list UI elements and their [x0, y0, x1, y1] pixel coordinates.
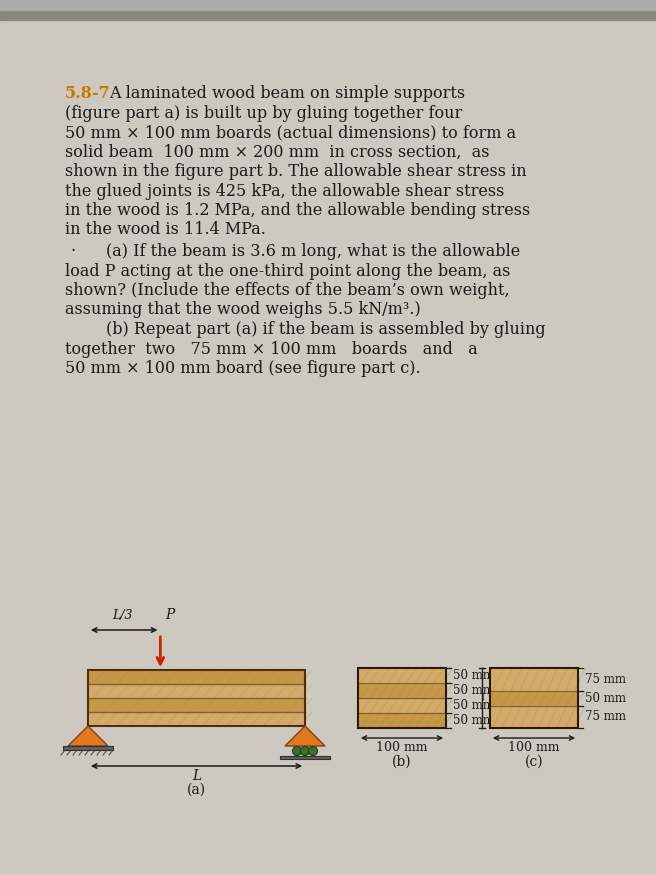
Text: in the wood is 1.2 MPa, and the allowable bending stress: in the wood is 1.2 MPa, and the allowabl…: [65, 202, 530, 219]
Circle shape: [308, 746, 318, 755]
Text: 75 mm: 75 mm: [585, 710, 626, 724]
Circle shape: [300, 746, 310, 755]
Text: together  two   75 mm × 100 mm   boards   and   a: together two 75 mm × 100 mm boards and a: [65, 340, 478, 358]
Text: load P acting at the one-third point along the beam, as: load P acting at the one-third point alo…: [65, 262, 510, 279]
Text: 50 mm: 50 mm: [453, 714, 494, 727]
Bar: [88, 712, 305, 726]
Bar: [88, 698, 305, 712]
Text: 5.8-7: 5.8-7: [65, 85, 111, 102]
Text: shown in the figure part b. The allowable shear stress in: shown in the figure part b. The allowabl…: [65, 163, 527, 180]
Text: 100 mm: 100 mm: [508, 741, 560, 754]
Text: 50 mm × 100 mm board (see figure part c).: 50 mm × 100 mm board (see figure part c)…: [65, 360, 420, 377]
Text: L: L: [192, 769, 201, 783]
Text: (a): (a): [187, 783, 206, 797]
Bar: [280, 755, 330, 759]
Text: in the wood is 11.4 MPa.: in the wood is 11.4 MPa.: [65, 221, 266, 239]
Bar: [88, 684, 305, 698]
Text: solid beam  100 mm × 200 mm  in cross section,  as: solid beam 100 mm × 200 mm in cross sect…: [65, 144, 489, 160]
Polygon shape: [285, 726, 325, 746]
Text: 50 mm: 50 mm: [585, 691, 626, 704]
Bar: [358, 698, 446, 713]
Bar: [0, 0, 656, 10]
Bar: [358, 668, 446, 728]
Bar: [490, 690, 578, 705]
Text: the glued joints is 425 kPa, the allowable shear stress: the glued joints is 425 kPa, the allowab…: [65, 183, 504, 200]
Text: ·: ·: [70, 243, 75, 260]
Text: (b) Repeat part (a) if the beam is assembled by gluing: (b) Repeat part (a) if the beam is assem…: [65, 321, 546, 338]
Bar: [490, 668, 578, 690]
Text: 50 mm: 50 mm: [453, 684, 494, 697]
Text: I: I: [480, 694, 484, 703]
Bar: [358, 668, 446, 683]
Text: (figure part a) is built up by gluing together four: (figure part a) is built up by gluing to…: [65, 104, 462, 122]
Text: (c): (c): [525, 755, 543, 769]
Polygon shape: [68, 726, 108, 746]
Text: L/3: L/3: [112, 609, 133, 622]
Bar: [88, 670, 305, 726]
Text: P: P: [165, 608, 174, 622]
Bar: [490, 705, 578, 728]
Text: assuming that the wood weighs 5.5 kN/m³.): assuming that the wood weighs 5.5 kN/m³.…: [65, 302, 420, 318]
Text: 50 mm: 50 mm: [453, 669, 494, 682]
Bar: [88, 670, 305, 684]
Bar: [358, 713, 446, 728]
Text: 75 mm: 75 mm: [585, 673, 626, 686]
Bar: [358, 683, 446, 698]
Circle shape: [293, 746, 302, 755]
Bar: [0, 0, 656, 20]
Text: A laminated wood beam on simple supports: A laminated wood beam on simple supports: [109, 85, 465, 102]
Text: (b): (b): [392, 755, 412, 769]
Text: 50 mm: 50 mm: [453, 699, 494, 712]
Bar: [63, 746, 113, 750]
Text: 100 mm: 100 mm: [377, 741, 428, 754]
Bar: [490, 668, 578, 728]
Text: shown? (Include the effects of the beam’s own weight,: shown? (Include the effects of the beam’…: [65, 282, 510, 299]
Text: 50 mm × 100 mm boards (actual dimensions) to form a: 50 mm × 100 mm boards (actual dimensions…: [65, 124, 516, 141]
Text: (a) If the beam is 3.6 m long, what is the allowable: (a) If the beam is 3.6 m long, what is t…: [65, 243, 520, 260]
